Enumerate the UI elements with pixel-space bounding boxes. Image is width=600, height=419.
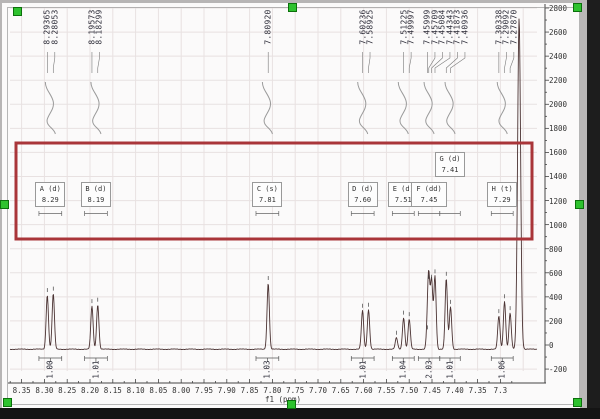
multiplet-shift: 7.60	[354, 196, 372, 204]
y-axis-tick-label: 2400	[549, 52, 568, 62]
x-axis-tick-label: 7.75	[286, 386, 305, 395]
multiplet-shift: 7.81	[258, 196, 276, 204]
y-axis-tick-label: 1000	[549, 220, 568, 230]
multiplet-shift: 8.29	[41, 196, 59, 204]
multiplet-id: F (dd)	[416, 185, 442, 193]
x-axis-tick-label: 8.30	[35, 386, 54, 395]
multiplet-shift: 7.45	[420, 196, 438, 204]
y-axis-tick-label: 1200	[549, 196, 568, 206]
y-axis-tick-label: 800	[549, 244, 563, 254]
x-axis-tick-label: 8.05	[149, 386, 168, 395]
multiplet-box: H (t) 7.29	[487, 182, 518, 207]
multiplet-brackets	[38, 211, 514, 216]
x-axis-tick-label: 8.25	[58, 386, 77, 395]
multiplet-box: F (dd) 7.45	[411, 182, 448, 207]
multiplet-id: G (d)	[439, 155, 461, 163]
multiplet-id: E (d)	[392, 185, 414, 193]
x-axis-title: f1 (ppm)	[264, 395, 302, 404]
selection-handle-top-right[interactable]	[573, 3, 582, 12]
peak-leader-lines	[46, 52, 515, 73]
x-axis-tick-label: 8.00	[172, 386, 191, 395]
y-axis-tick-label: 0	[549, 341, 554, 350]
x-axis-tick-label: 7.65	[331, 386, 350, 395]
x-axis-tick-label: 8.10	[126, 386, 145, 395]
multiplet-id: A (d)	[39, 185, 61, 193]
selection-handle-middle-left[interactable]	[0, 200, 9, 209]
selection-handle-top-middle[interactable]	[288, 3, 297, 12]
integral-brackets	[38, 356, 514, 362]
integral-curves	[44, 81, 508, 135]
x-axis-tick-label: 7.3	[493, 386, 508, 395]
multiplet-shift: 7.29	[493, 196, 511, 204]
y-axis-tick-label: -200	[549, 365, 568, 375]
x-axis-tick-label: 7.40	[445, 386, 464, 395]
x-axis-tick-label: 8.15	[103, 386, 122, 395]
selection-outline	[7, 7, 580, 405]
x-axis-tick-label: 7.35	[468, 386, 487, 395]
dark-right-edge	[587, 0, 600, 419]
peak-pick-marks	[46, 269, 511, 335]
spectrum-trace	[9, 18, 538, 351]
x-axis-tick-label: 8.20	[80, 386, 100, 395]
multiplet-box: C (s) 7.81	[252, 182, 283, 207]
x-axis-tick-label: 7.95	[194, 386, 214, 395]
x-axis-tick-label: 7.50	[400, 386, 419, 395]
multiplet-id: D (d)	[352, 185, 374, 193]
multiplet-id: C (s)	[256, 185, 278, 193]
multiplet-id: B (d)	[85, 185, 107, 193]
x-axis-tick-label: 7.60	[354, 386, 373, 395]
multiplet-box: A (d) 8.29	[35, 182, 66, 207]
selection-handle-bottom-middle[interactable]	[287, 400, 296, 409]
multiplet-shift: 7.51	[394, 196, 412, 204]
dark-bottom-edge	[0, 408, 600, 419]
x-axis-tick-label: 7.85	[240, 386, 259, 395]
selection-handle-top-left[interactable]	[13, 7, 22, 16]
y-axis-tick-label: 2000	[549, 100, 568, 110]
y-axis-tick-label: 2600	[549, 28, 568, 38]
x-axis-tick-label: 7.80	[263, 386, 282, 395]
selection-handle-bottom-right[interactable]	[573, 398, 582, 407]
x-axis-tick-label: 7.70	[308, 386, 328, 395]
selection-handle-bottom-left[interactable]	[3, 398, 12, 407]
multiplet-box: D (d) 7.60	[347, 182, 378, 207]
multiplet-id: H (t)	[491, 185, 513, 193]
annotation-rectangle[interactable]	[14, 141, 534, 241]
y-axis-tick-label: 2800	[549, 3, 568, 13]
y-axis-tick-label: 1400	[549, 172, 568, 182]
selection-handle-middle-right[interactable]	[575, 200, 584, 209]
y-axis-tick-label: 2200	[549, 76, 568, 86]
x-axis-tick-label: 7.55	[377, 386, 396, 395]
y-axis-tick-label: 1800	[549, 124, 568, 134]
multiplet-box: B (d) 8.19	[80, 182, 111, 207]
x-axis-tick-label: 7.90	[217, 386, 236, 395]
x-axis-tick-label: 7.45	[422, 386, 442, 395]
y-axis-tick-label: 400	[549, 292, 563, 302]
axes	[8, 4, 549, 384]
y-axis-tick-label: 600	[549, 268, 563, 278]
y-axis-tick-label: 1600	[549, 148, 568, 158]
multiplet-shift: 8.19	[87, 196, 105, 204]
x-axis-tick-label: 8.35	[12, 386, 31, 395]
multiplet-box: G (d) 7.41	[435, 152, 465, 177]
multiplet-shift: 7.41	[441, 166, 459, 174]
y-axis-tick-label: 200	[549, 316, 563, 326]
